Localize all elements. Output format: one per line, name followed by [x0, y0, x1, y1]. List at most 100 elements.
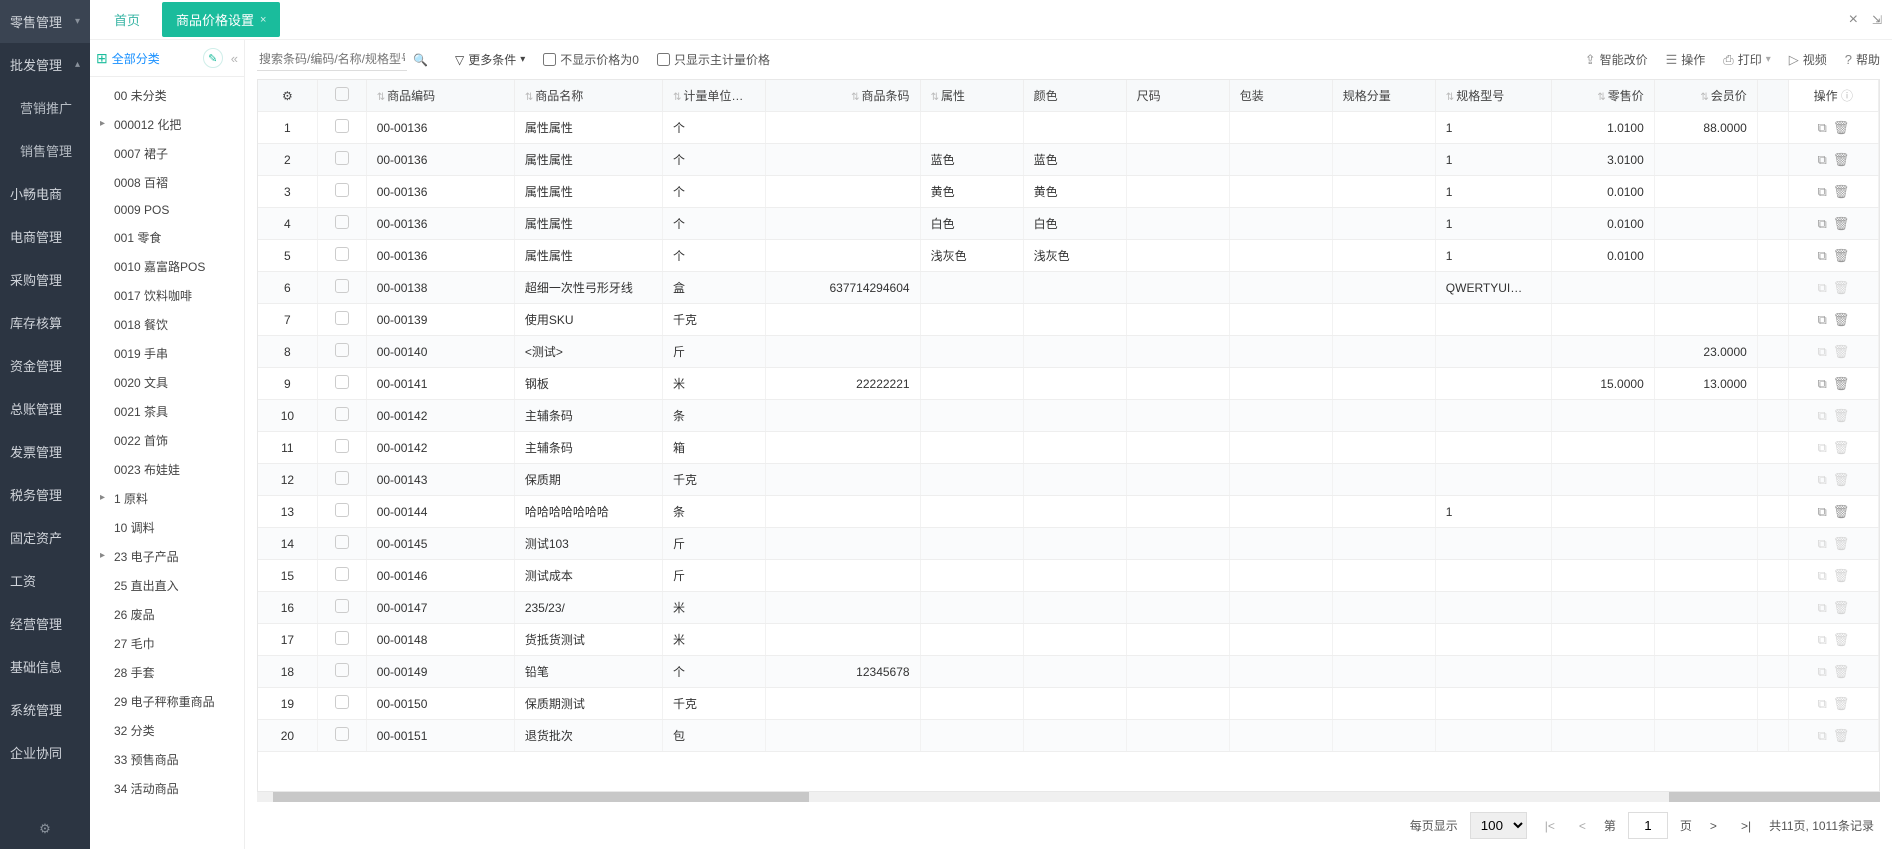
row-select[interactable]: [317, 400, 366, 432]
sidebar-item[interactable]: 资金管理: [0, 344, 90, 387]
row-delete-icon[interactable]: 🗑: [1833, 376, 1850, 391]
smart-price-button[interactable]: ⇪智能改价: [1585, 51, 1648, 68]
sidebar-item[interactable]: 小畅电商: [0, 172, 90, 215]
row-delete-icon[interactable]: 🗑: [1833, 568, 1850, 583]
row-select[interactable]: [317, 656, 366, 688]
table-row[interactable]: 400-00136属性属性个白色白色10.0100⧉🗑: [258, 208, 1879, 240]
col-retail[interactable]: ⇅零售价: [1551, 80, 1654, 112]
search-icon[interactable]: 🔍: [413, 53, 428, 67]
row-edit-icon[interactable]: ⧉: [1817, 280, 1826, 295]
first-page-button[interactable]: |<: [1539, 817, 1561, 835]
tree-node[interactable]: 0010 嘉富路POS: [90, 252, 244, 281]
row-select[interactable]: [317, 432, 366, 464]
row-edit-icon[interactable]: ⧉: [1817, 504, 1826, 519]
sidebar-item[interactable]: 电商管理: [0, 215, 90, 258]
col-member[interactable]: ⇅会员价: [1654, 80, 1757, 112]
row-select[interactable]: [317, 720, 366, 752]
last-page-button[interactable]: >|: [1735, 817, 1757, 835]
sidebar-settings-icon[interactable]: ⚙: [0, 809, 90, 849]
sidebar-item[interactable]: 零售管理▾: [0, 0, 90, 43]
tree-node[interactable]: 0019 手串: [90, 339, 244, 368]
table-row[interactable]: 200-00136属性属性个蓝色蓝色13.0100⧉🗑: [258, 144, 1879, 176]
row-select[interactable]: [317, 112, 366, 144]
tree-node[interactable]: 0022 首饰: [90, 426, 244, 455]
col-attr[interactable]: ⇅属性: [920, 80, 1023, 112]
table-row[interactable]: 2000-00151退货批次包⧉🗑: [258, 720, 1879, 752]
row-delete-icon[interactable]: 🗑: [1833, 472, 1850, 487]
hide-zero-check[interactable]: 不显示价格为0: [543, 51, 639, 68]
table-row[interactable]: 800-00140<测试>斤23.0000⧉🗑: [258, 336, 1879, 368]
row-edit-icon[interactable]: ⧉: [1817, 568, 1826, 583]
tree-node[interactable]: 10 调料: [90, 513, 244, 542]
row-select[interactable]: [317, 528, 366, 560]
row-delete-icon[interactable]: 🗑: [1833, 632, 1850, 647]
row-edit-icon[interactable]: ⧉: [1817, 312, 1826, 327]
page-input[interactable]: [1628, 812, 1668, 839]
row-select[interactable]: [317, 464, 366, 496]
row-select[interactable]: [317, 304, 366, 336]
row-select[interactable]: [317, 272, 366, 304]
tab-close-icon[interactable]: ×: [260, 14, 266, 26]
per-page-select[interactable]: 100: [1470, 812, 1527, 839]
row-delete-icon[interactable]: 🗑: [1833, 536, 1850, 551]
sidebar-item[interactable]: 经营管理: [0, 602, 90, 645]
ops-button[interactable]: ☰操作: [1666, 51, 1706, 68]
row-edit-icon[interactable]: ⧉: [1817, 408, 1826, 423]
sidebar-item[interactable]: 固定资产: [0, 516, 90, 559]
col-gear[interactable]: ⚙: [258, 80, 317, 112]
row-edit-icon[interactable]: ⧉: [1817, 696, 1826, 711]
table-row[interactable]: 1400-00145测试103斤⧉🗑: [258, 528, 1879, 560]
col-pack[interactable]: 包装: [1229, 80, 1332, 112]
row-delete-icon[interactable]: 🗑: [1833, 120, 1850, 135]
row-edit-icon[interactable]: ⧉: [1817, 536, 1826, 551]
sidebar-item[interactable]: 税务管理: [0, 473, 90, 516]
sidebar-item[interactable]: 批发管理▴: [0, 43, 90, 86]
table-row[interactable]: 900-00141钢板米2222222115.000013.0000⧉🗑: [258, 368, 1879, 400]
col-select-all[interactable]: [317, 80, 366, 112]
video-button[interactable]: ▷视频: [1789, 51, 1827, 68]
row-select[interactable]: [317, 624, 366, 656]
sidebar-item[interactable]: 营销推广: [0, 86, 90, 129]
sidebar-item[interactable]: 总账管理: [0, 387, 90, 430]
main-unit-checkbox[interactable]: [657, 53, 670, 66]
tree-node[interactable]: 0023 布娃娃: [90, 455, 244, 484]
sidebar-item[interactable]: 发票管理: [0, 430, 90, 473]
tree-node[interactable]: 32 分类: [90, 716, 244, 745]
main-unit-check[interactable]: 只显示主计量价格: [657, 51, 770, 68]
table-row[interactable]: 1600-00147235/23/米⧉🗑: [258, 592, 1879, 624]
row-edit-icon[interactable]: ⧉: [1817, 472, 1826, 487]
row-edit-icon[interactable]: ⧉: [1817, 600, 1826, 615]
col-code[interactable]: ⇅商品编码: [366, 80, 514, 112]
tree-node[interactable]: 0008 百褶: [90, 168, 244, 197]
info-icon[interactable]: ⓘ: [1841, 89, 1853, 103]
row-delete-icon[interactable]: 🗑: [1833, 408, 1850, 423]
row-edit-icon[interactable]: ⧉: [1817, 248, 1826, 263]
col-barcode[interactable]: ⇅商品条码: [765, 80, 920, 112]
table-row[interactable]: 1800-00149铅笔个12345678⧉🗑: [258, 656, 1879, 688]
print-button[interactable]: ⎙打印▾: [1723, 51, 1770, 68]
col-size[interactable]: 尺码: [1126, 80, 1229, 112]
col-color[interactable]: 颜色: [1023, 80, 1126, 112]
select-all-checkbox[interactable]: [335, 87, 349, 101]
col-unit[interactable]: ⇅计量单位…: [662, 80, 765, 112]
tree-node[interactable]: 26 废品: [90, 600, 244, 629]
tree-node[interactable]: 00 未分类: [90, 81, 244, 110]
row-select[interactable]: [317, 592, 366, 624]
row-delete-icon[interactable]: 🗑: [1833, 280, 1850, 295]
row-select[interactable]: [317, 688, 366, 720]
row-select[interactable]: [317, 144, 366, 176]
tree-node[interactable]: 001 零食: [90, 223, 244, 252]
table-row[interactable]: 600-00138超细一次性弓形牙线盒637714294604QWERTYUI……: [258, 272, 1879, 304]
sidebar-item[interactable]: 工资: [0, 559, 90, 602]
table-row[interactable]: 1700-00148货抵货测试米⧉🗑: [258, 624, 1879, 656]
row-delete-icon[interactable]: 🗑: [1833, 728, 1850, 743]
row-delete-icon[interactable]: 🗑: [1833, 216, 1850, 231]
table-row[interactable]: 300-00136属性属性个黄色黄色10.0100⧉🗑: [258, 176, 1879, 208]
row-delete-icon[interactable]: 🗑: [1833, 504, 1850, 519]
sidebar-item[interactable]: 采购管理: [0, 258, 90, 301]
tree-node[interactable]: 23 电子产品: [90, 542, 244, 571]
row-edit-icon[interactable]: ⧉: [1817, 376, 1826, 391]
row-delete-icon[interactable]: 🗑: [1833, 184, 1850, 199]
help-button[interactable]: ?帮助: [1845, 51, 1880, 68]
table-row[interactable]: 1900-00150保质期测试千克⧉🗑: [258, 688, 1879, 720]
